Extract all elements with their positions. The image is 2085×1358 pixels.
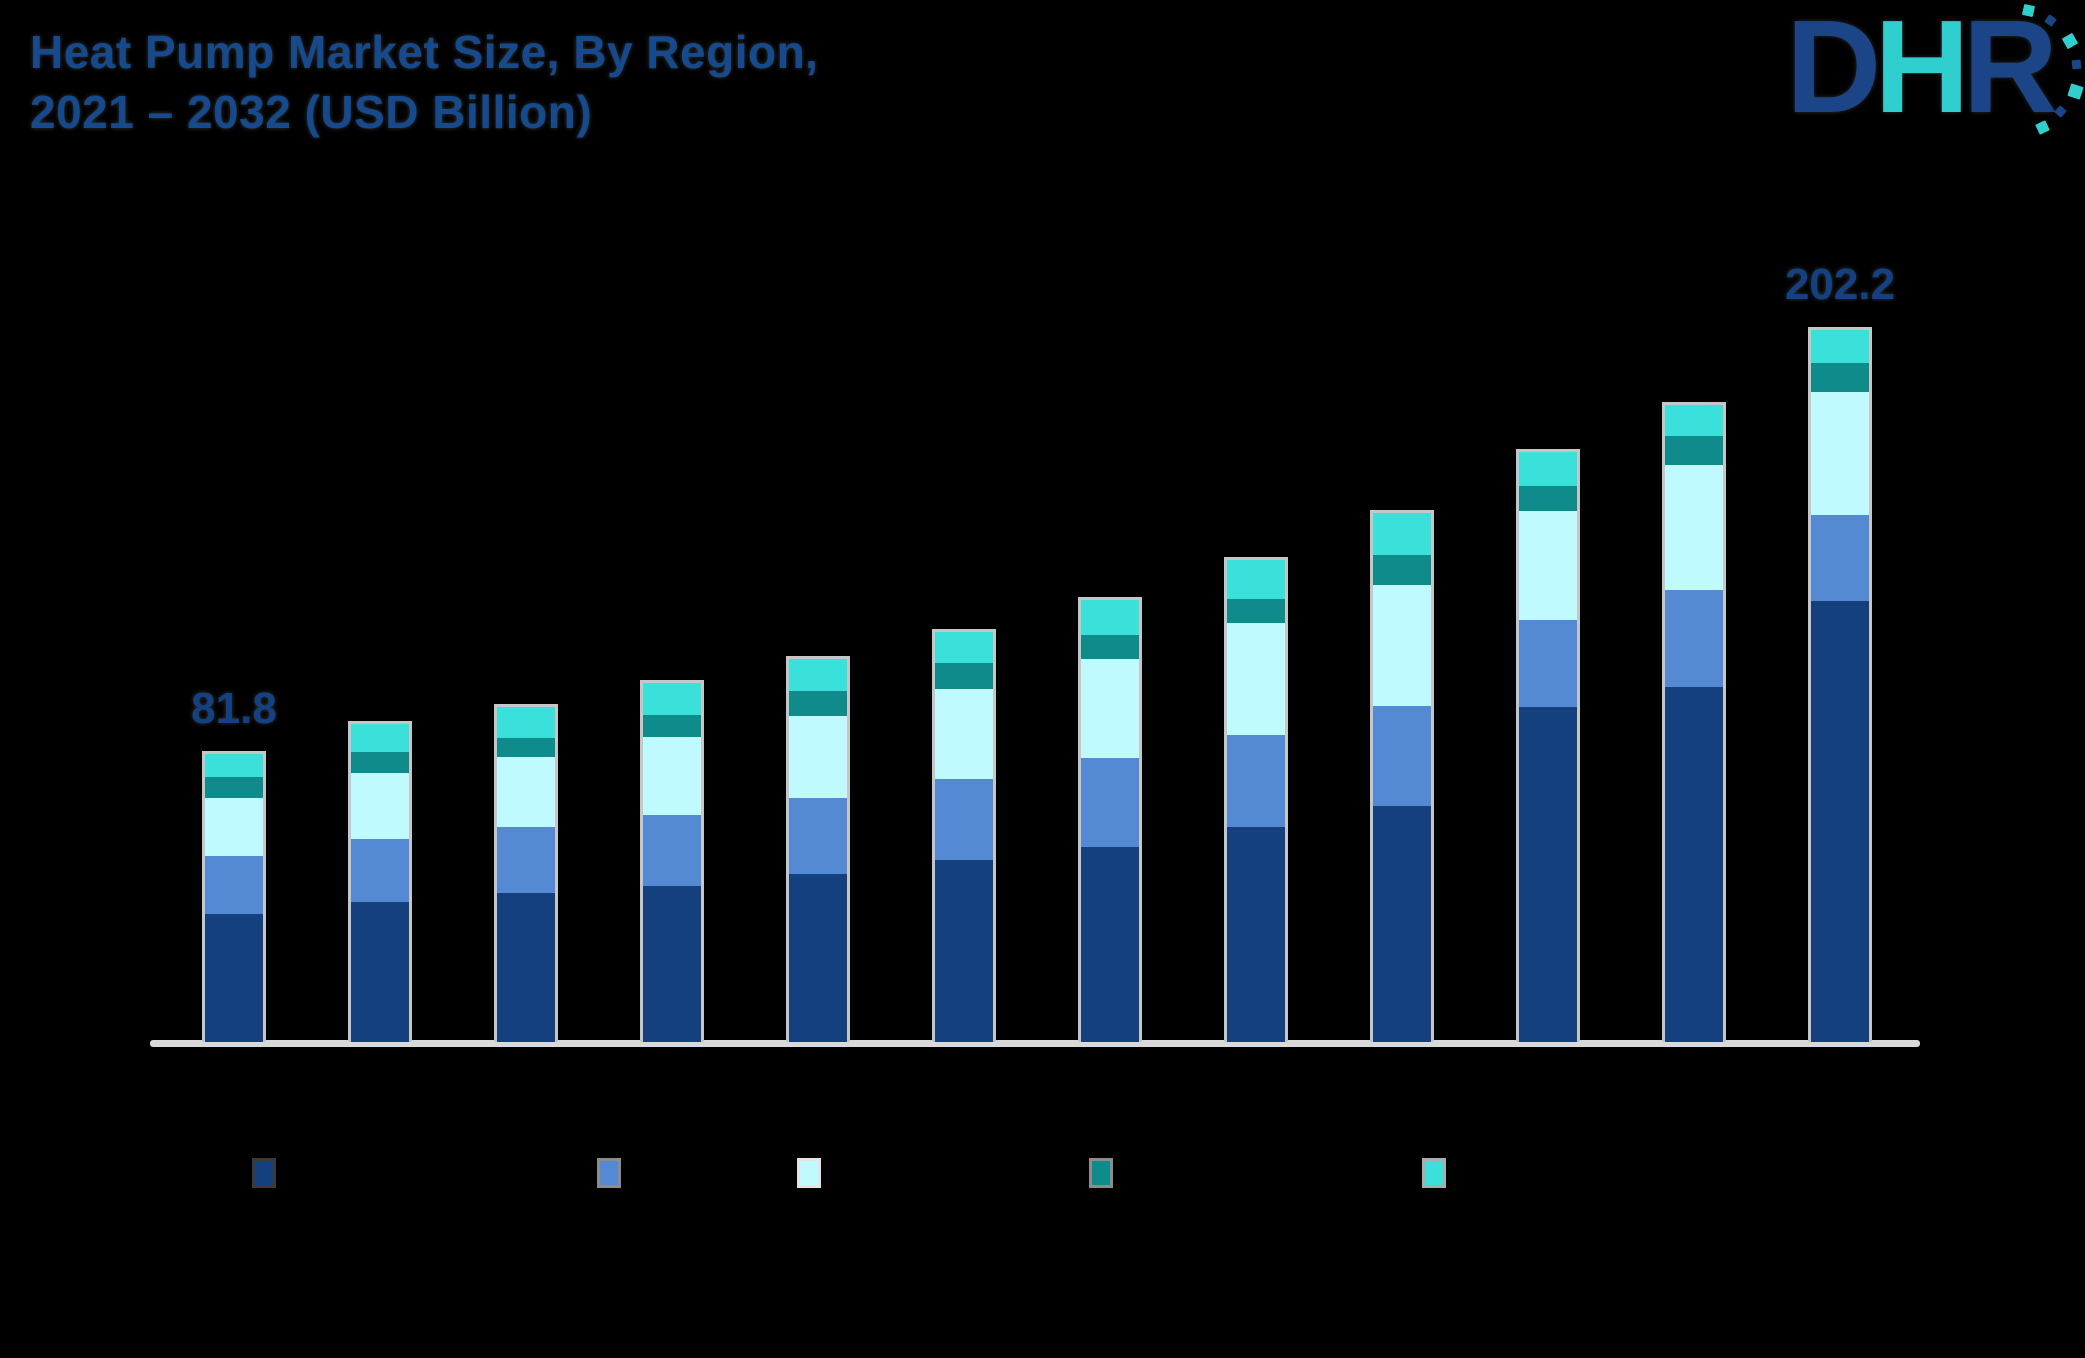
bar-2032 (1808, 327, 1872, 1042)
bar-segment-navy (351, 901, 409, 1042)
bar-segment-turquoise (351, 723, 409, 753)
bar-segment-medium-blue (1519, 620, 1577, 707)
bar-segment-teal (1811, 363, 1869, 393)
bar-segment-navy (1081, 847, 1139, 1042)
bar-segment-light-cyan (1373, 585, 1431, 707)
bar-segment-teal (1373, 554, 1431, 586)
logo-letter-r: R (1962, 0, 2058, 140)
bar-2028 (1224, 556, 1288, 1042)
bar-segment-light-cyan (497, 756, 555, 827)
bar-segment-navy (497, 893, 555, 1042)
bar-2030 (1516, 449, 1580, 1042)
bar-segment-teal (789, 691, 847, 717)
bar-segment-light-cyan (643, 736, 701, 815)
bar-segment-light-cyan (789, 716, 847, 799)
bar-2025 (786, 656, 850, 1042)
bar-2021 (202, 751, 266, 1042)
bar-segment-light-cyan (1227, 623, 1285, 735)
bar-segment-navy (789, 873, 847, 1042)
bar-segment-teal (935, 662, 993, 690)
bar-segment-teal (1519, 485, 1577, 511)
legend-swatch-navy (252, 1158, 276, 1188)
legend-swatch-light-cyan (797, 1158, 821, 1188)
logo-letter-d: D (1786, 0, 1881, 140)
bar-2023 (494, 703, 558, 1042)
bar-segment-teal (351, 752, 409, 773)
dhr-logo-text: DHR (1786, 1, 2085, 133)
bar-segment-medium-blue (935, 778, 993, 861)
bar-2022 (348, 720, 412, 1042)
bar-segment-medium-blue (1811, 515, 1869, 601)
bar-segment-teal (205, 777, 263, 798)
bar-segment-navy (1519, 706, 1577, 1042)
chart-title: Heat Pump Market Size, By Region, 2021 –… (30, 22, 818, 142)
bar-segment-teal (1227, 598, 1285, 624)
bar-segment-turquoise (1519, 452, 1577, 486)
bar-segment-light-cyan (1081, 658, 1139, 759)
bar-segment-navy (205, 913, 263, 1042)
bar-segment-medium-blue (789, 798, 847, 874)
bar-segment-turquoise (205, 754, 263, 778)
x-axis-line (150, 1040, 1920, 1047)
bar-segment-medium-blue (205, 855, 263, 914)
bar-2024 (640, 680, 704, 1042)
bar-segment-turquoise (643, 683, 701, 716)
bar-segment-teal (1665, 435, 1723, 466)
bar-segment-teal (1081, 635, 1139, 659)
bar-segment-navy (1665, 686, 1723, 1042)
bar-segment-turquoise (1081, 599, 1139, 636)
bar-segment-navy (643, 885, 701, 1042)
bar-segment-turquoise (1227, 559, 1285, 599)
chart-title-line2: 2021 – 2032 (USD Billion) (30, 86, 593, 138)
bar-segment-medium-blue (1227, 734, 1285, 827)
bar-segment-medium-blue (497, 826, 555, 894)
legend-swatch-teal (1089, 1158, 1113, 1188)
bar-segment-navy (1811, 600, 1869, 1042)
dhr-logo: DHR (1786, 1, 2085, 138)
bar-segment-teal (643, 715, 701, 737)
logo-letter-h: H (1874, 0, 1969, 140)
bar-value-label: 202.2 (1784, 260, 1896, 310)
bar-segment-turquoise (1665, 404, 1723, 436)
bar-segment-turquoise (935, 631, 993, 663)
bar-segment-navy (935, 860, 993, 1042)
bar-segment-light-cyan (935, 689, 993, 779)
bar-segment-turquoise (1811, 330, 1869, 364)
bar-segment-teal (497, 737, 555, 757)
bar-segment-turquoise (789, 659, 847, 692)
bar-segment-navy (1373, 806, 1431, 1042)
bar-value-label: 81.8 (191, 684, 277, 734)
bar-2026 (932, 628, 996, 1042)
bar-segment-medium-blue (1373, 706, 1431, 807)
bar-segment-medium-blue (1665, 590, 1723, 687)
bar-segment-light-cyan (1665, 465, 1723, 591)
bar-segment-turquoise (497, 706, 555, 738)
legend-swatch-turquoise (1422, 1158, 1446, 1188)
bar-segment-medium-blue (643, 814, 701, 886)
bar-segment-turquoise (1373, 513, 1431, 555)
bar-segment-light-cyan (1811, 392, 1869, 516)
bar-segment-light-cyan (1519, 510, 1577, 621)
bar-segment-medium-blue (1081, 758, 1139, 847)
bar-segment-navy (1227, 826, 1285, 1042)
bar-2031 (1662, 401, 1726, 1042)
bar-2027 (1078, 596, 1142, 1042)
bar-segment-medium-blue (351, 838, 409, 902)
legend-swatch-medium-blue (597, 1158, 621, 1188)
chart-title-line1: Heat Pump Market Size, By Region, (30, 26, 819, 78)
bar-segment-light-cyan (351, 772, 409, 839)
bar-2029 (1370, 510, 1434, 1042)
bar-segment-light-cyan (205, 797, 263, 856)
